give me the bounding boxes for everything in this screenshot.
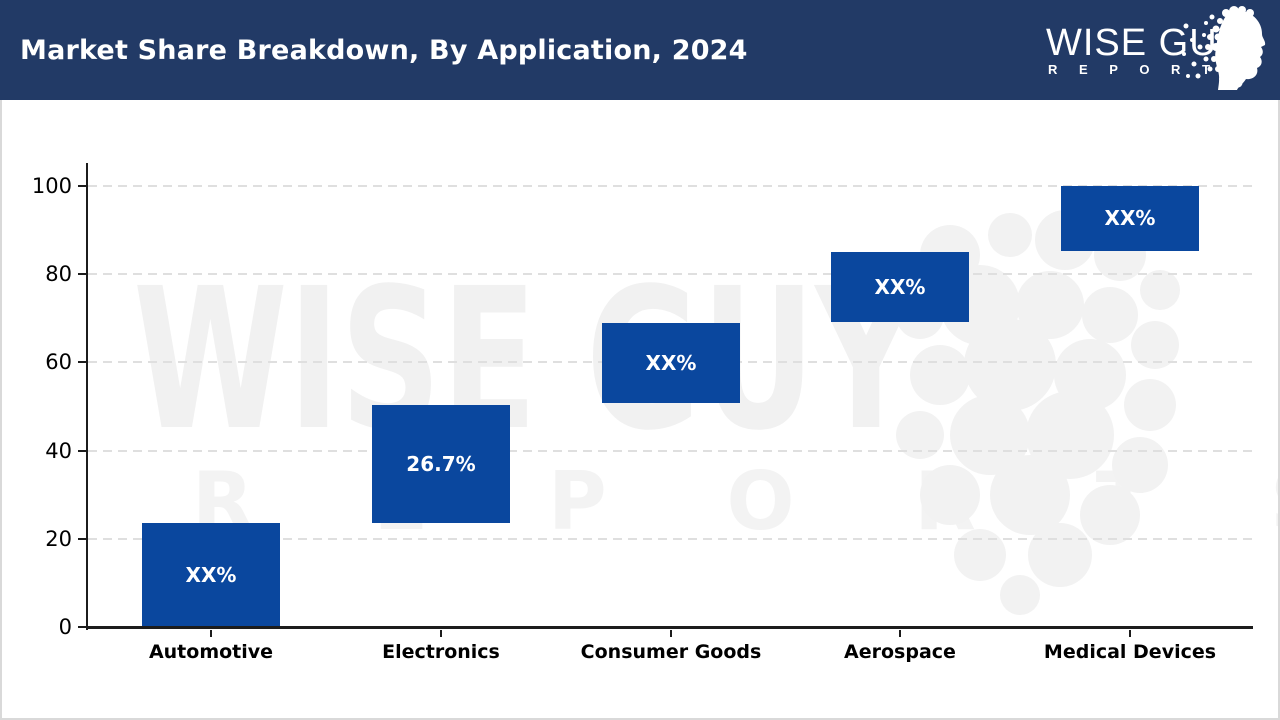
y-tick-mark-60 [78,361,86,364]
x-axis-label-electronics: Electronics [382,641,500,663]
y-tick-mark-40 [78,449,86,452]
x-tick-mark-medical-devices [1129,630,1131,637]
x-tick-mark-electronics [440,630,442,637]
bar-value-label: XX% [185,562,237,587]
bar-automotive: XX% [142,522,280,627]
y-tick-label-40: 40 [45,438,72,463]
y-tick-label-60: 60 [45,350,72,375]
bar-value-label: XX% [1104,206,1156,231]
bar-aerospace: XX% [831,252,969,322]
x-axis-label-medical-devices: Medical Devices [1043,641,1217,663]
watermark-wordmark: WISE GUY [133,246,917,473]
x-axis-line [86,626,1253,629]
x-tick-mark-consumer-goods [670,630,672,637]
logo-subtext: R E P O R T S [1048,62,1250,77]
x-tick-mark-aerospace [899,630,901,637]
bar-medical-devices: XX% [1061,186,1199,251]
bar-value-label: 26.7% [406,452,476,477]
header-bar: Market Share Breakdown, By Application, … [0,0,1280,100]
gridline-20 [88,537,1253,540]
page-border-right [1278,100,1280,720]
bar-value-label: XX% [645,351,697,376]
x-tick-mark-automotive [210,630,212,637]
y-tick-label-80: 80 [45,262,72,287]
y-tick-mark-80 [78,273,86,276]
page-border-bottom [0,718,1280,720]
y-axis-line [86,163,88,630]
x-axis-label-automotive: Automotive [148,641,274,663]
y-tick-mark-20 [78,537,86,540]
x-axis-label-consumer-goods: Consumer Goods [580,641,762,663]
gridline-80 [88,273,1253,276]
y-tick-mark-0 [78,626,86,628]
logo-head-icon [1182,6,1266,90]
x-axis-label-aerospace: Aerospace [844,641,956,663]
y-tick-mark-100 [78,185,86,187]
bar-value-label: XX% [874,274,926,299]
gridline-100 [88,185,1253,187]
y-tick-label-0: 0 [58,615,72,639]
bar-electronics: 26.7% [372,405,510,523]
bar-consumer-goods: XX% [602,323,740,403]
chart-title: Market Share Breakdown, By Application, … [20,34,748,66]
logo-wordmark: WISE GUY [1046,22,1245,64]
page-border-left [0,100,2,720]
wiseguy-logo: WISE GUY R E P O R T S [1018,0,1268,100]
watermark-head-icon [896,210,1180,615]
y-tick-label-100: 100 [31,174,72,198]
y-tick-label-20: 20 [45,526,72,551]
gridline-40 [88,449,1253,452]
